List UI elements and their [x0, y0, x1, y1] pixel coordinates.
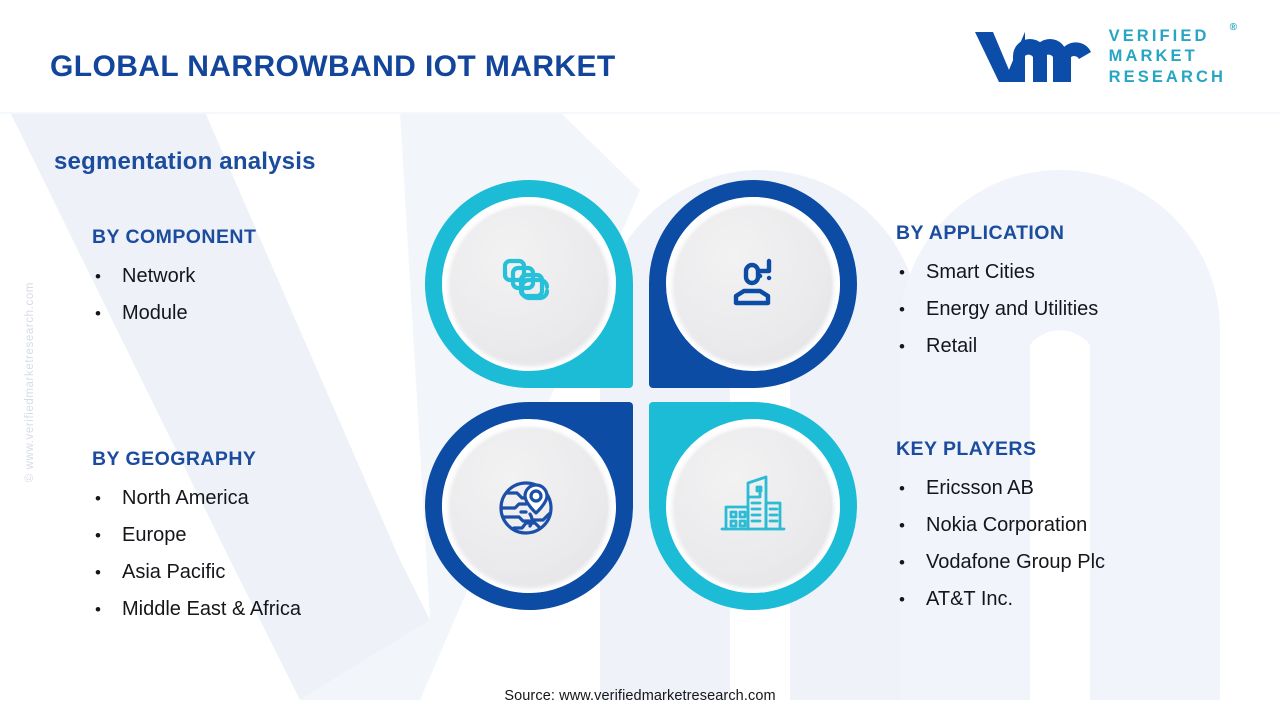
segment-heading: BY APPLICATION — [896, 222, 1065, 244]
list-item-label: AT&T Inc. — [926, 588, 1014, 610]
bullet-icon: • — [899, 516, 905, 535]
list-item: • Smart Cities — [896, 262, 1098, 282]
bullet-icon: • — [95, 563, 101, 582]
list-item: • Module — [92, 303, 256, 323]
list-item: • Network — [92, 266, 256, 286]
segment-heading: KEY PLAYERS — [896, 438, 1037, 460]
stacked-layers-icon — [502, 258, 550, 301]
pinwheel-quadrant-geography — [425, 402, 633, 610]
source-note: Source: www.verifiedmarketresearch.com — [504, 688, 776, 704]
list-item-label: Energy and Utilities — [926, 298, 1099, 320]
bullet-icon: • — [899, 300, 905, 319]
bullet-icon: • — [95, 267, 101, 286]
logo-wordmark: ® VERIFIED MARKET RESEARCH — [1108, 22, 1237, 87]
bullet-icon: • — [899, 479, 905, 498]
list-item-label: Middle East & Africa — [122, 598, 301, 620]
segment-list: • North America • Europe • Asia Pacific … — [92, 488, 301, 619]
registered-trademark-icon: ® — [1229, 21, 1237, 33]
pinwheel-quadrant-component — [425, 180, 633, 388]
list-item-label: Vodafone Group Plc — [926, 551, 1106, 573]
list-item: • Ericsson AB — [896, 478, 1105, 498]
quadrant-inner — [442, 197, 616, 371]
quadrant-inner — [666, 419, 840, 593]
pinwheel-quadrant-key-players — [649, 402, 857, 610]
list-item: • Middle East & Africa — [92, 599, 301, 619]
bullet-icon: • — [899, 590, 905, 609]
bullet-icon: • — [95, 600, 101, 619]
list-item-label: Smart Cities — [926, 261, 1035, 283]
list-item-label: Module — [122, 302, 188, 324]
segment-list: • Ericsson AB • Nokia Corporation • Voda… — [896, 478, 1105, 609]
segment-heading: BY COMPONENT — [92, 226, 257, 248]
segment-list: • Smart Cities • Energy and Utilities • … — [896, 262, 1098, 356]
bullet-icon: • — [95, 526, 101, 545]
segment-heading: BY GEOGRAPHY — [92, 448, 257, 470]
city-buildings-icon — [720, 475, 786, 531]
list-item: • North America — [92, 488, 301, 508]
segment-by-application: BY APPLICATION • Smart Cities • Energy a… — [896, 222, 1098, 356]
logo-word-research: RESEARCH — [1108, 67, 1226, 86]
side-watermark-text: © www.verifiedmarketresearch.com — [24, 282, 36, 483]
bullet-icon: • — [899, 263, 905, 282]
vmr-logo-mark — [974, 32, 1091, 82]
pinwheel-graphic — [425, 180, 865, 630]
user-application-icon — [733, 258, 772, 306]
bullet-icon: • — [899, 337, 905, 356]
logo-word-market: MARKET — [1108, 47, 1198, 66]
quadrant-inner — [666, 197, 840, 371]
list-item: • AT&T Inc. — [896, 589, 1105, 609]
list-item: • Asia Pacific — [92, 562, 301, 582]
globe-location-pin-icon — [499, 481, 553, 535]
list-item: • Europe — [92, 525, 301, 545]
segment-by-geography: BY GEOGRAPHY • North America • Europe • … — [92, 448, 301, 619]
segment-by-component: BY COMPONENT • Network • Module — [92, 226, 256, 323]
list-item-label: Ericsson AB — [926, 477, 1034, 499]
list-item-label: North America — [122, 487, 249, 509]
bullet-icon: • — [899, 553, 905, 572]
list-item-label: Asia Pacific — [122, 561, 226, 583]
brand-logo: ® VERIFIED MARKET RESEARCH — [971, 22, 1237, 88]
list-item-label: Europe — [122, 524, 187, 546]
list-item: • Energy and Utilities — [896, 299, 1098, 319]
subtitle: segmentation analysis — [54, 148, 316, 175]
list-item-label: Retail — [926, 335, 978, 357]
segment-key-players: KEY PLAYERS • Ericsson AB • Nokia Corpor… — [896, 438, 1105, 609]
list-item: • Nokia Corporation — [896, 515, 1105, 535]
page-title: GLOBAL NARROWBAND IOT MARKET — [50, 50, 616, 83]
header: GLOBAL NARROWBAND IOT MARKET ® VERIFIED … — [0, 0, 1280, 112]
list-item-label: Network — [122, 265, 196, 287]
pinwheel-quadrant-application — [649, 180, 857, 388]
list-item: • Retail — [896, 336, 1098, 356]
quadrant-inner — [442, 419, 616, 593]
watermark-edge — [0, 112, 1280, 114]
bullet-icon: • — [95, 304, 101, 323]
bullet-icon: • — [95, 489, 101, 508]
list-item-label: Nokia Corporation — [926, 514, 1088, 536]
segment-list: • Network • Module — [92, 266, 256, 323]
logo-word-verified: VERIFIED — [1108, 26, 1210, 45]
list-item: • Vodafone Group Plc — [896, 552, 1105, 572]
